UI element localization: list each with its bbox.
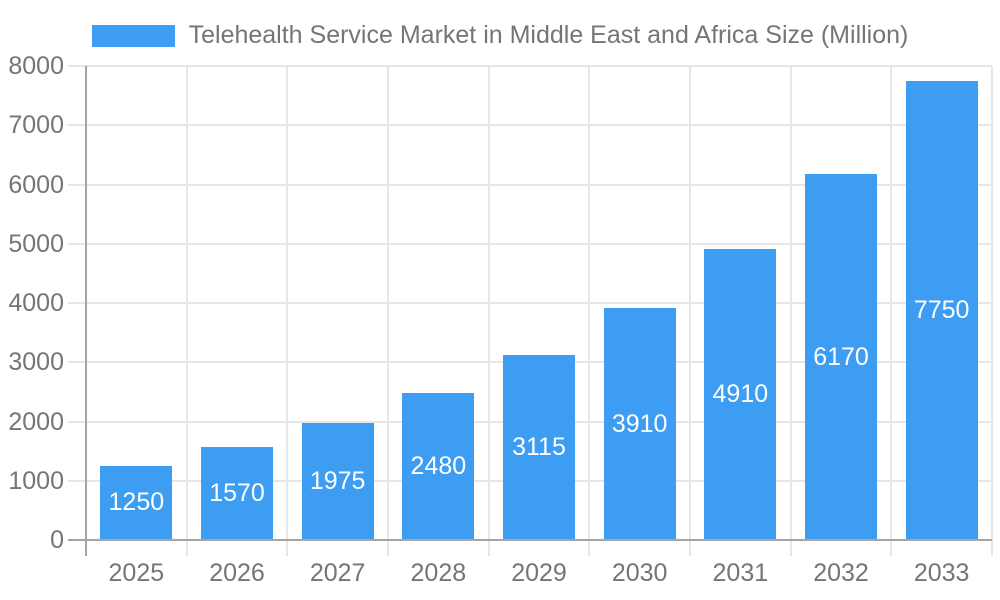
gridline-y-7000: [68, 124, 992, 127]
gridline-x-2: [286, 66, 289, 556]
y-tick-label-3000: 3000: [8, 348, 64, 377]
gridline-x-7: [789, 66, 792, 556]
gridline-y-8000: [68, 65, 992, 67]
y-tick-label-5000: 5000: [8, 229, 64, 258]
bar-2033[interactable]: 7750: [905, 80, 978, 540]
bar-value-label: 1250: [108, 488, 165, 517]
y-tick-label-4000: 4000: [8, 289, 64, 317]
bar-2032[interactable]: 6170: [805, 174, 877, 540]
x-tick-label-2030: 2030: [611, 559, 668, 587]
gridline-x-5: [588, 66, 591, 556]
y-tick-label-7000: 7000: [8, 111, 64, 140]
x-tick-label-2031: 2031: [712, 559, 769, 587]
y-axis-line: [85, 66, 87, 556]
bar-2031[interactable]: 4910: [704, 249, 777, 540]
legend: Telehealth Service Market in Middle East…: [0, 21, 1000, 50]
bar-value-label: 3115: [512, 433, 566, 462]
gridline-y-4000: [68, 302, 992, 304]
x-axis-line: [68, 539, 992, 541]
gridline-x-6: [689, 66, 691, 556]
bar-2028[interactable]: 2480: [402, 393, 475, 540]
gridline-x-8: [890, 66, 893, 556]
bar-value-label: 1975: [309, 466, 366, 495]
x-tick-label-2025: 2025: [108, 559, 165, 587]
bar-2026[interactable]: 1570: [201, 446, 273, 540]
x-tick-label-2026: 2026: [209, 559, 265, 587]
bar-value-label: 4910: [712, 380, 769, 409]
gridline-y-5000: [68, 242, 992, 245]
bar-value-label: 6170: [813, 342, 869, 371]
y-tick-label-0: 0: [50, 526, 64, 554]
y-tick-label-6000: 6000: [8, 170, 64, 199]
x-tick-label-2029: 2029: [511, 559, 567, 587]
bar-value-label: 2480: [410, 452, 467, 481]
gridline-x-9: [991, 66, 993, 556]
x-tick-label-2033: 2033: [913, 559, 970, 587]
x-tick-label-2027: 2027: [309, 559, 366, 587]
bar-value-label: 3910: [611, 409, 668, 438]
gridline-x-3: [387, 66, 389, 556]
bar-2027[interactable]: 1975: [301, 422, 374, 540]
bar-value-label: 1570: [209, 478, 265, 507]
bar-2030[interactable]: 3910: [603, 308, 676, 540]
legend-label: Telehealth Service Market in Middle East…: [188, 21, 909, 49]
y-tick-label-8000: 8000: [8, 52, 64, 80]
gridline-y-6000: [68, 183, 992, 186]
y-tick-label-2000: 2000: [8, 407, 64, 436]
legend-swatch[interactable]: [91, 24, 175, 47]
x-tick-label-2032: 2032: [813, 559, 869, 587]
bar-2029[interactable]: 3115: [503, 355, 575, 540]
bar-2025[interactable]: 1250: [100, 465, 173, 540]
bar-value-label: 7750: [913, 295, 970, 324]
gridline-x-4: [487, 66, 490, 556]
gridline-x-1: [185, 66, 188, 556]
x-tick-label-2028: 2028: [410, 559, 467, 587]
y-tick-label-1000: 1000: [8, 466, 64, 495]
